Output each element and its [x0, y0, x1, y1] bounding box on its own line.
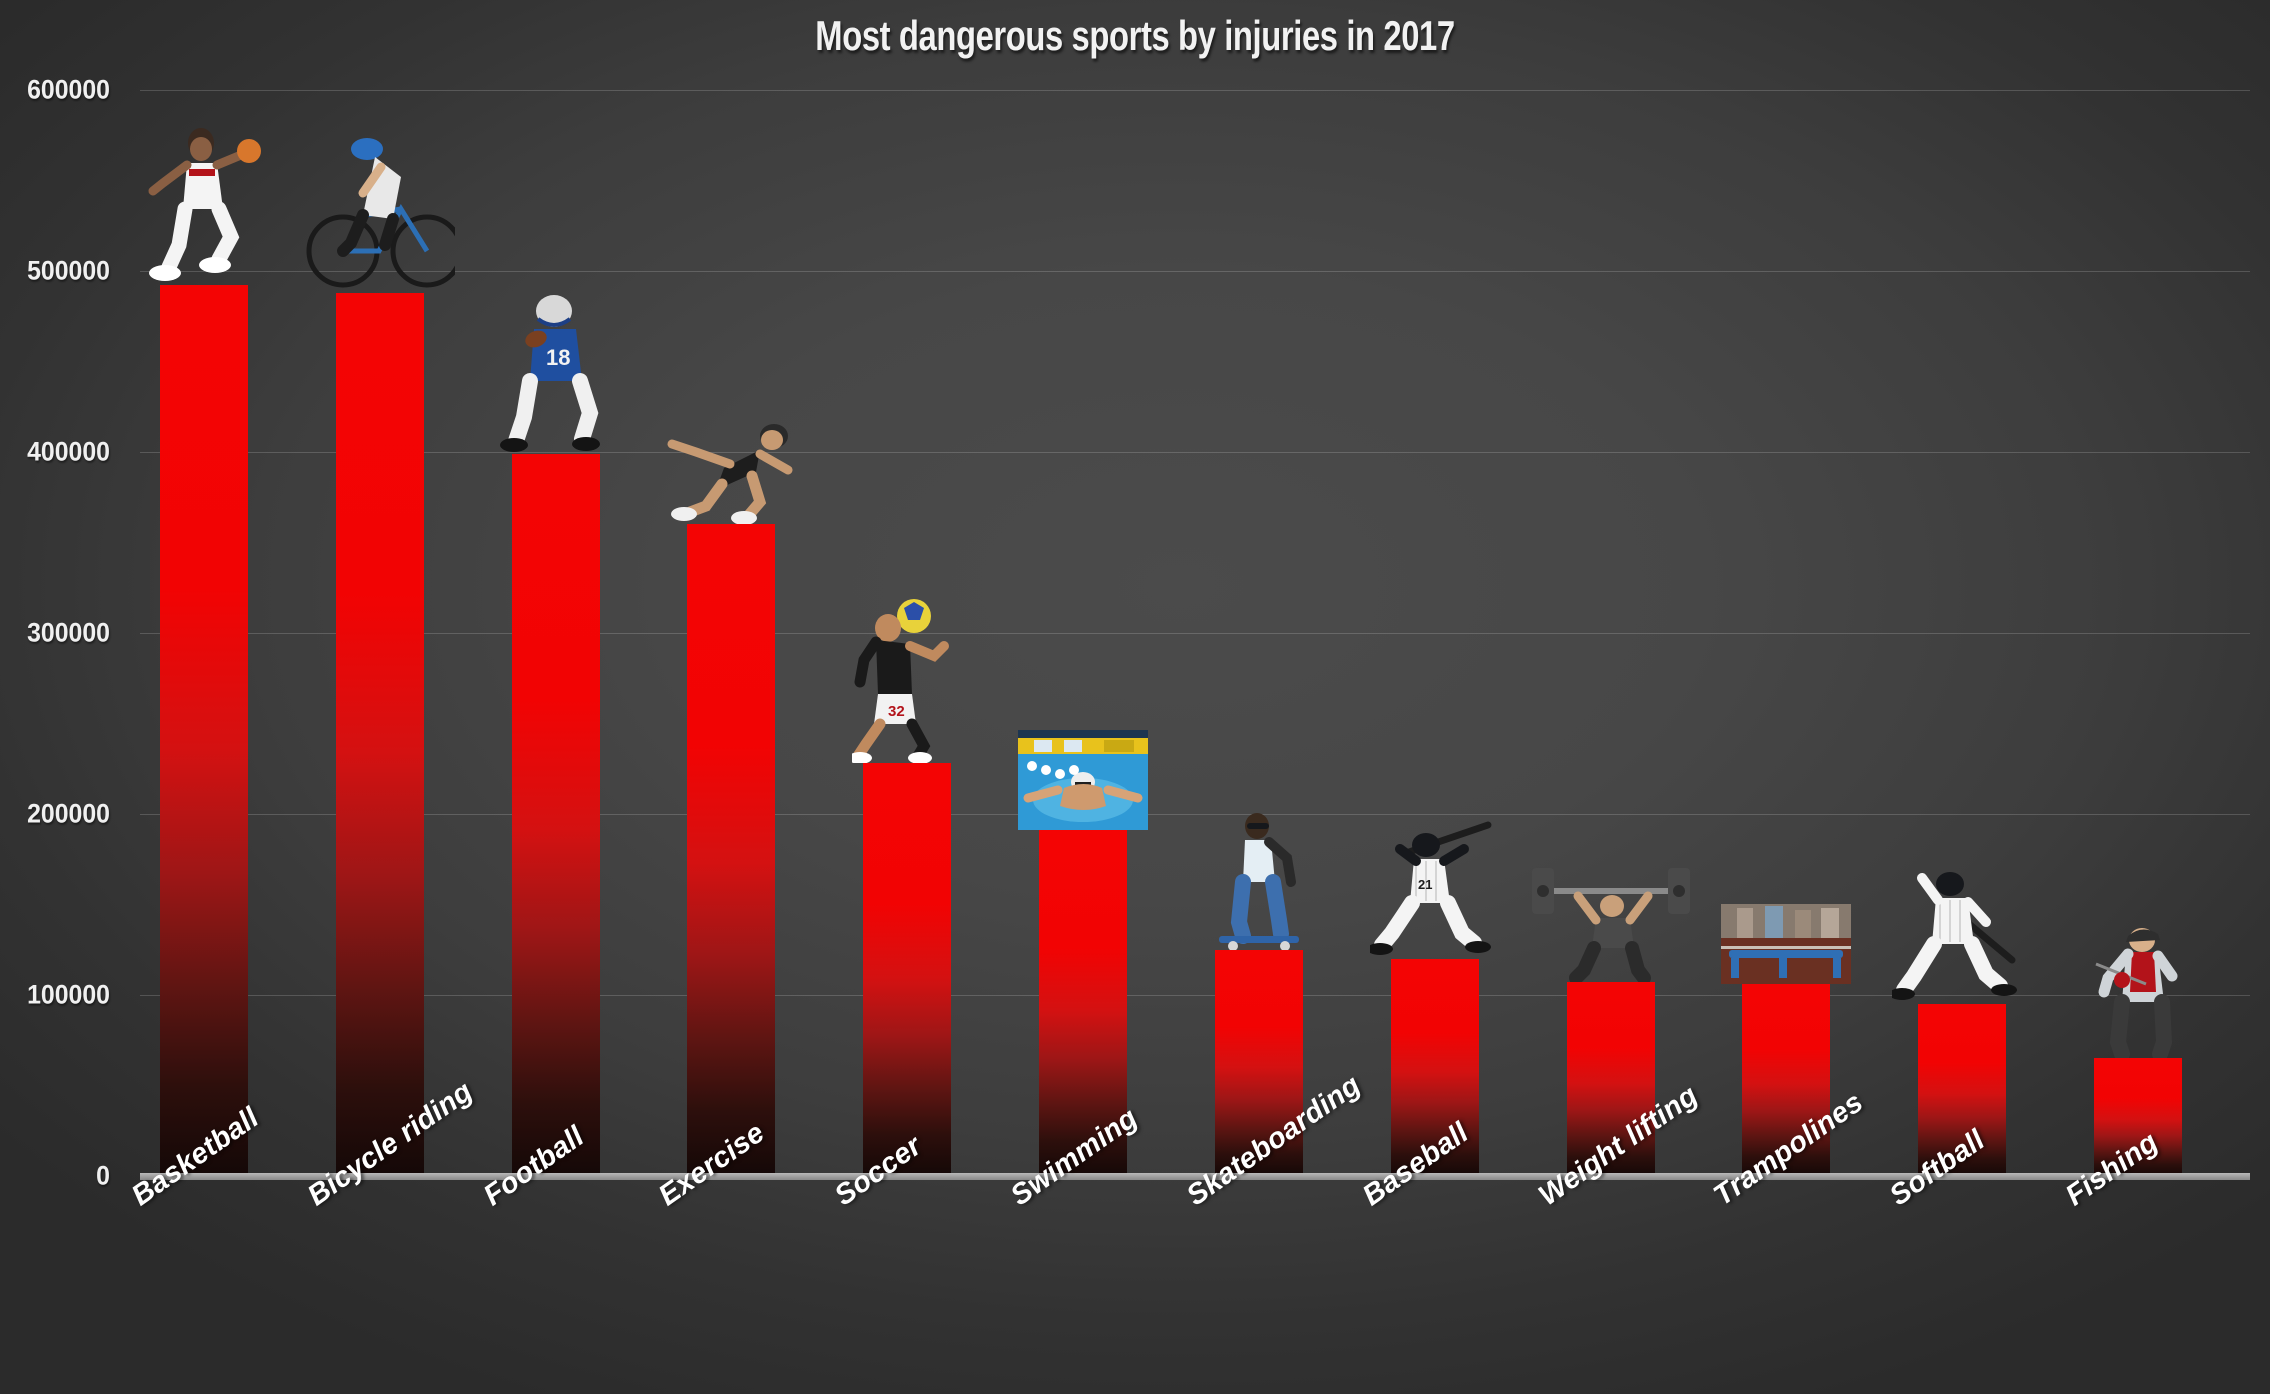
bar[interactable]: [306, 137, 455, 1176]
softball-batter-icon: [1892, 854, 2032, 1004]
basketball-player-icon: [139, 125, 269, 285]
page-title: Most dangerous sports by injuries in 201…: [815, 12, 1455, 59]
svg-text:21: 21: [1418, 877, 1432, 892]
gridline: [140, 995, 2250, 996]
gridline: [140, 90, 2250, 91]
skateboarder-icon: [1209, 810, 1309, 950]
runner-icon: [656, 414, 806, 525]
trampoline-photo-icon: [1721, 904, 1852, 985]
y-axis-tick-label: 100000: [27, 979, 110, 1010]
bar[interactable]: 32: [852, 599, 952, 1176]
plot-area: 18 32 21: [140, 90, 2250, 1180]
weightlifter-icon: [1526, 862, 1696, 983]
gridline: [140, 452, 2250, 453]
swimmer-photo-icon: [1018, 730, 1149, 831]
bicycle-rider-icon: [305, 123, 455, 293]
y-axis-tick-label: 200000: [27, 798, 110, 829]
gridline: [140, 814, 2250, 815]
y-axis-tick-label: 500000: [27, 255, 110, 286]
football-quarterback-icon: 18: [496, 289, 616, 454]
bar[interactable]: 18: [499, 294, 600, 1176]
gridline: [140, 271, 2250, 272]
y-axis-tick-label: 400000: [27, 436, 110, 467]
y-axis-tick-label: 600000: [27, 74, 110, 105]
y-axis-tick-label: 0: [96, 1160, 110, 1191]
bar[interactable]: [148, 128, 261, 1176]
svg-text:18: 18: [546, 345, 570, 370]
soccer-player-icon: 32: [852, 598, 962, 764]
x-axis-line: [140, 1173, 2250, 1180]
y-axis-tick-label: 300000: [27, 617, 110, 648]
baseball-batter-icon: 21: [1369, 809, 1500, 959]
fisherman-icon: [2088, 918, 2188, 1059]
bar[interactable]: [667, 424, 793, 1176]
gridline: [140, 633, 2250, 634]
svg-text:32: 32: [888, 703, 905, 720]
